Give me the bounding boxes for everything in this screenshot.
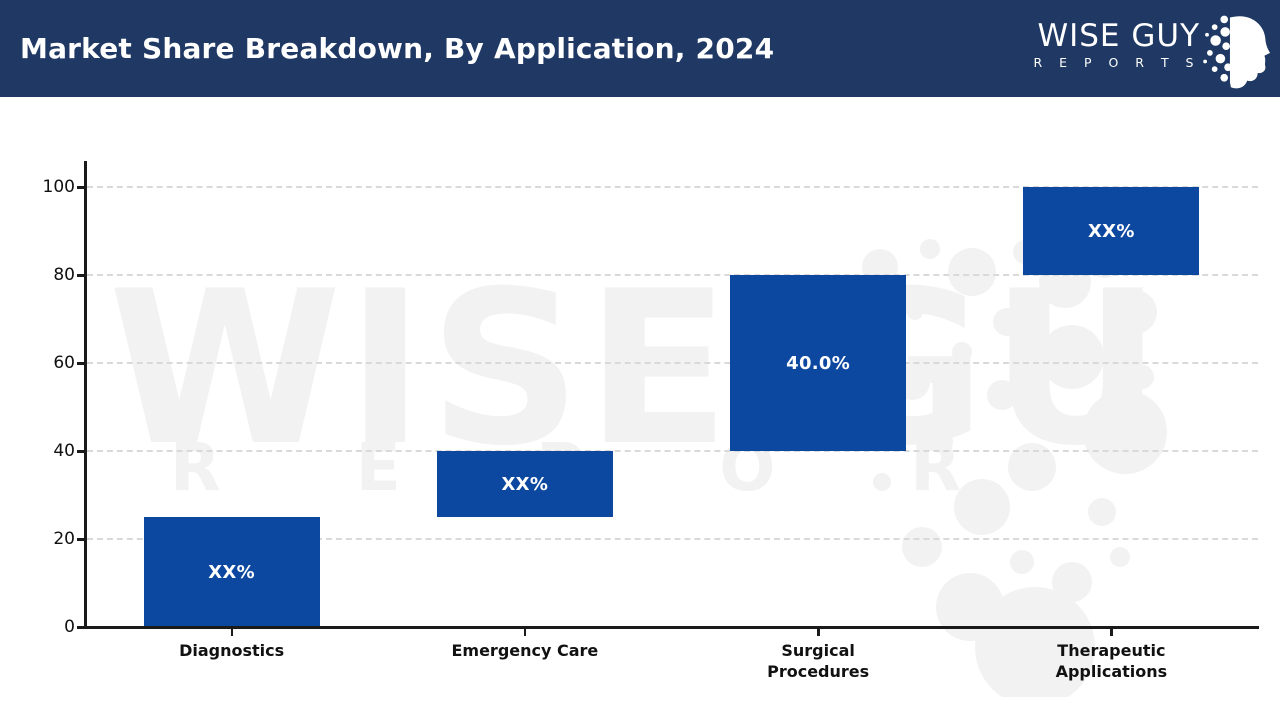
bar-therapeutic-applications: XX% [1023, 187, 1200, 275]
ytick-mark-60 [77, 362, 85, 365]
ytick-mark-20 [77, 538, 85, 541]
logo-subtitle: R E P O R T S [1033, 54, 1200, 70]
bar-surgical-procedures: 40.0% [730, 275, 907, 451]
category-label-therapeutic-applications: Therapeutic Applications [1055, 641, 1168, 682]
bar-value-label-therapeutic-applications: XX% [1088, 220, 1135, 242]
gridline-60 [87, 362, 1258, 364]
category-label-surgical-procedures: Surgical Procedures [767, 641, 870, 682]
ytick-label-40: 40 [53, 441, 75, 461]
ytick-mark-40 [77, 450, 85, 453]
xtick-mark-emergency-care [523, 628, 527, 636]
watermark-wordmark: WISE GU [108, 245, 1167, 492]
xtick-mark-therapeutic-applications [1110, 628, 1113, 636]
logo-face-icon [1203, 15, 1271, 89]
ytick-mark-0 [77, 626, 85, 629]
x-axis-line [84, 626, 1259, 629]
ytick-label-60: 60 [53, 353, 75, 373]
ytick-mark-80 [77, 274, 85, 277]
bar-diagnostics: XX% [143, 517, 320, 627]
xtick-mark-diagnostics [230, 628, 234, 636]
wise-guy-reports-logo: WISE GUY R E P O R T S [1016, 6, 1271, 92]
ytick-mark-100 [77, 186, 85, 189]
gridline-20 [87, 538, 1258, 540]
ytick-label-0: 0 [64, 617, 75, 637]
logo-text: WISE GUY R E P O R T S [1033, 20, 1200, 70]
gridline-80 [87, 274, 1258, 276]
logo-wordmark: WISE GUY [1037, 18, 1200, 54]
gridline-40 [87, 450, 1258, 452]
category-label-emergency-care: Emergency Care [451, 641, 599, 660]
bar-value-label-emergency-care: XX% [501, 473, 549, 495]
header-bar: Market Share Breakdown, By Application, … [0, 0, 1280, 97]
ytick-label-20: 20 [53, 529, 75, 549]
y-axis-line [84, 161, 87, 628]
page-title: Market Share Breakdown, By Application, … [20, 32, 775, 65]
bar-value-label-diagnostics: XX% [208, 561, 255, 583]
ytick-label-80: 80 [53, 265, 75, 285]
category-label-diagnostics: Diagnostics [179, 641, 285, 660]
gridline-100 [87, 186, 1258, 188]
watermark-face-dots [862, 239, 1167, 697]
bar-emergency-care: XX% [436, 451, 613, 517]
ytick-label-100: 100 [42, 177, 75, 197]
bar-value-label-surgical-procedures: 40.0% [786, 352, 851, 374]
xtick-mark-surgical-procedures [817, 628, 820, 636]
